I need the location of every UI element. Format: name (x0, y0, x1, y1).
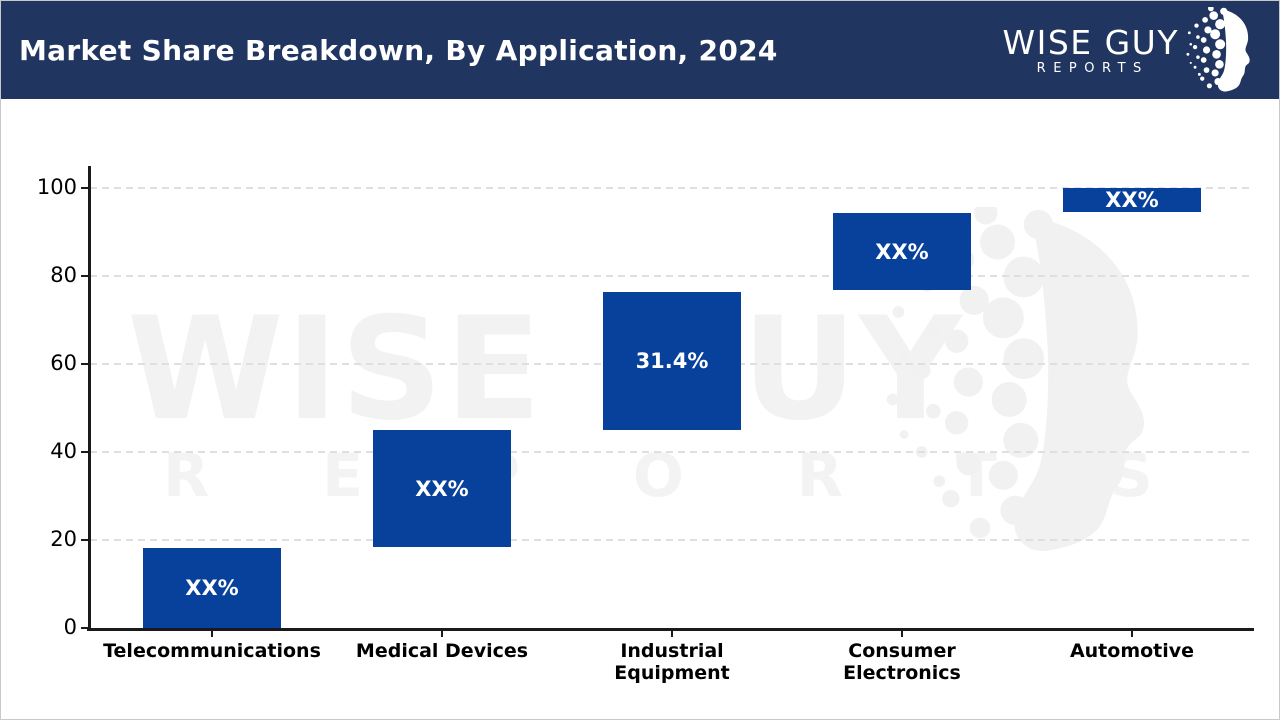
x-category-label-4: Automotive (1069, 640, 1195, 662)
logo-brand-subtitle: REPORTS (1036, 60, 1149, 76)
logo-text: WISE GUY REPORTS (1002, 26, 1179, 75)
bar-industrial-equipment: 31.4% (603, 291, 741, 430)
y-tick-mark-0 (81, 627, 88, 629)
dotted-face-logo-icon (1181, 7, 1255, 93)
y-tick-label-20: 20 (50, 527, 77, 551)
y-axis-line (88, 166, 91, 631)
gridline-20 (90, 539, 1254, 541)
bar-medical-devices: XX% (373, 430, 511, 548)
x-axis-line (87, 628, 1254, 631)
header-bar: Market Share Breakdown, By Application, … (1, 1, 1279, 99)
y-tick-mark-100 (81, 187, 88, 189)
y-tick-mark-40 (81, 451, 88, 453)
bar-value-label: XX% (1105, 188, 1159, 213)
x-tick-mark-4 (1131, 631, 1133, 637)
y-tick-mark-60 (81, 363, 88, 365)
y-tick-label-80: 80 (50, 263, 77, 287)
x-category-label-3: Consumer Electronics (843, 640, 961, 684)
chart-title: Market Share Breakdown, By Application, … (19, 33, 778, 67)
x-tick-mark-2 (671, 631, 673, 637)
gridline-100 (90, 187, 1254, 189)
bar-value-label: XX% (185, 576, 239, 601)
gridline-40 (90, 451, 1254, 453)
bar-telecommunications: XX% (143, 548, 281, 628)
y-tick-label-0: 0 (63, 615, 77, 639)
y-tick-label-60: 60 (50, 351, 77, 375)
wise-guy-reports-logo: WISE GUY REPORTS (1002, 7, 1255, 93)
y-tick-mark-80 (81, 275, 88, 277)
bar-automotive: XX% (1063, 188, 1201, 213)
bar-value-label: 31.4% (635, 348, 709, 373)
x-category-label-1: Medical Devices (355, 640, 529, 662)
x-tick-mark-0 (211, 631, 213, 637)
x-tick-mark-1 (441, 631, 443, 637)
x-category-label-0: Telecommunications (103, 640, 321, 662)
bar-consumer-electronics: XX% (833, 213, 971, 291)
y-tick-label-100: 100 (36, 175, 77, 199)
watermark-wise-guy: WISE GUY (127, 287, 964, 452)
gridline-80 (90, 275, 1254, 277)
logo-brand-name: WISE GUY (1002, 22, 1179, 62)
bar-value-label: XX% (415, 476, 469, 501)
y-tick-mark-20 (81, 539, 88, 541)
y-tick-label-40: 40 (50, 439, 77, 463)
x-category-label-2: Industrial Equipment (614, 640, 730, 684)
x-tick-mark-3 (901, 631, 903, 637)
bar-value-label: XX% (875, 239, 929, 264)
